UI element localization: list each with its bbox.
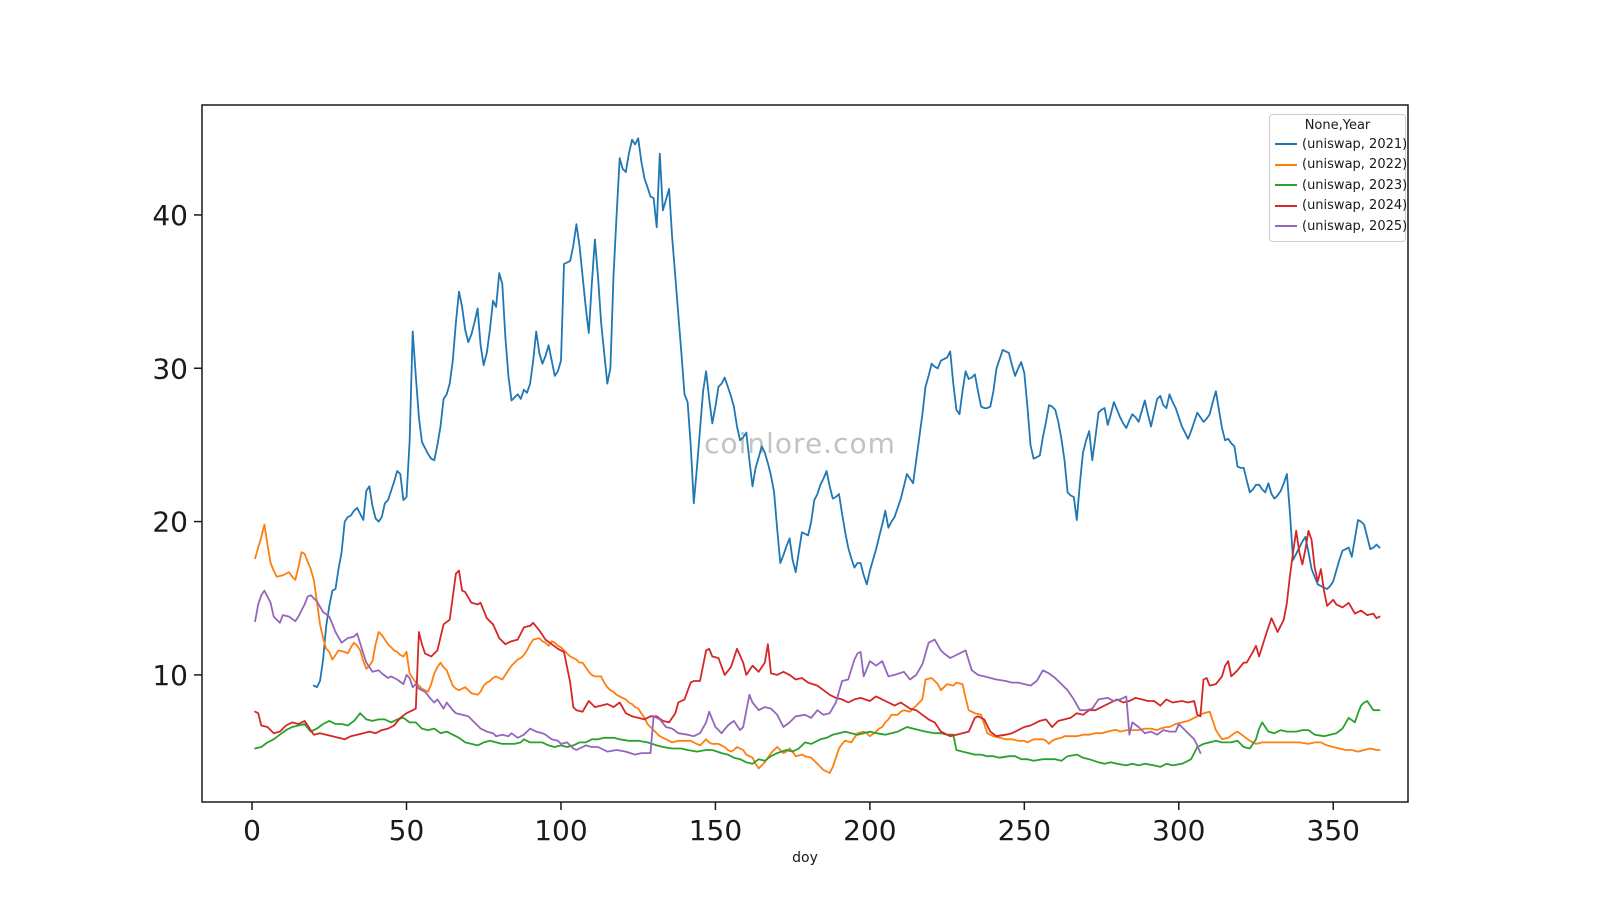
x-tick-label: 200 <box>843 814 896 847</box>
legend-line-swatch <box>1275 204 1297 207</box>
legend-line-swatch <box>1275 184 1297 187</box>
y-tick-label: 30 <box>152 352 188 385</box>
legend-line-swatch <box>1275 225 1297 228</box>
legend-entry-1: (uniswap, 2021) <box>1275 134 1407 155</box>
x-tick-label: 100 <box>534 814 587 847</box>
x-tick-label: 50 <box>389 814 425 847</box>
series-line-1 <box>312 137 1381 689</box>
x-axis-label: doy <box>792 850 818 866</box>
legend-entry-5: (uniswap, 2025) <box>1275 216 1407 237</box>
legend-entry-4: (uniswap, 2024) <box>1275 196 1407 217</box>
legend-rows: (uniswap, 2021) (uniswap, 2022) (uniswap, … <box>1275 134 1407 237</box>
series-line-5 <box>254 589 1202 756</box>
x-tick-label: 0 <box>243 814 261 847</box>
legend-entry-label: (uniswap, 2025) <box>1302 218 1408 234</box>
legend-line-swatch <box>1275 163 1297 166</box>
legend-entry-3: (uniswap, 2023) <box>1275 175 1407 196</box>
legend-entry-label: (uniswap, 2024) <box>1302 198 1408 214</box>
watermark-text: coinlore.com <box>704 427 896 460</box>
legend: None,Year (uniswap, 2021) (uniswap, 2022)… <box>1269 114 1407 242</box>
y-tick-label: 20 <box>152 506 188 539</box>
x-tick-label: 350 <box>1307 814 1360 847</box>
legend-entry-label: (uniswap, 2021) <box>1302 136 1408 152</box>
x-tick-label: 300 <box>1152 814 1205 847</box>
plot-border <box>201 104 1409 803</box>
series-line-4 <box>254 529 1381 741</box>
legend-entry-2: (uniswap, 2022) <box>1275 155 1407 176</box>
legend-line-swatch <box>1275 143 1297 146</box>
legend-title: None,Year <box>1304 118 1371 133</box>
y-tick-label: 10 <box>152 659 188 692</box>
series-line-2 <box>254 523 1381 774</box>
legend-entry-label: (uniswap, 2023) <box>1302 177 1408 193</box>
series-line-3 <box>254 700 1381 768</box>
x-tick-label: 250 <box>998 814 1051 847</box>
legend-entry-label: (uniswap, 2022) <box>1302 157 1408 173</box>
y-tick-label: 40 <box>152 199 188 232</box>
x-tick-label: 150 <box>689 814 742 847</box>
